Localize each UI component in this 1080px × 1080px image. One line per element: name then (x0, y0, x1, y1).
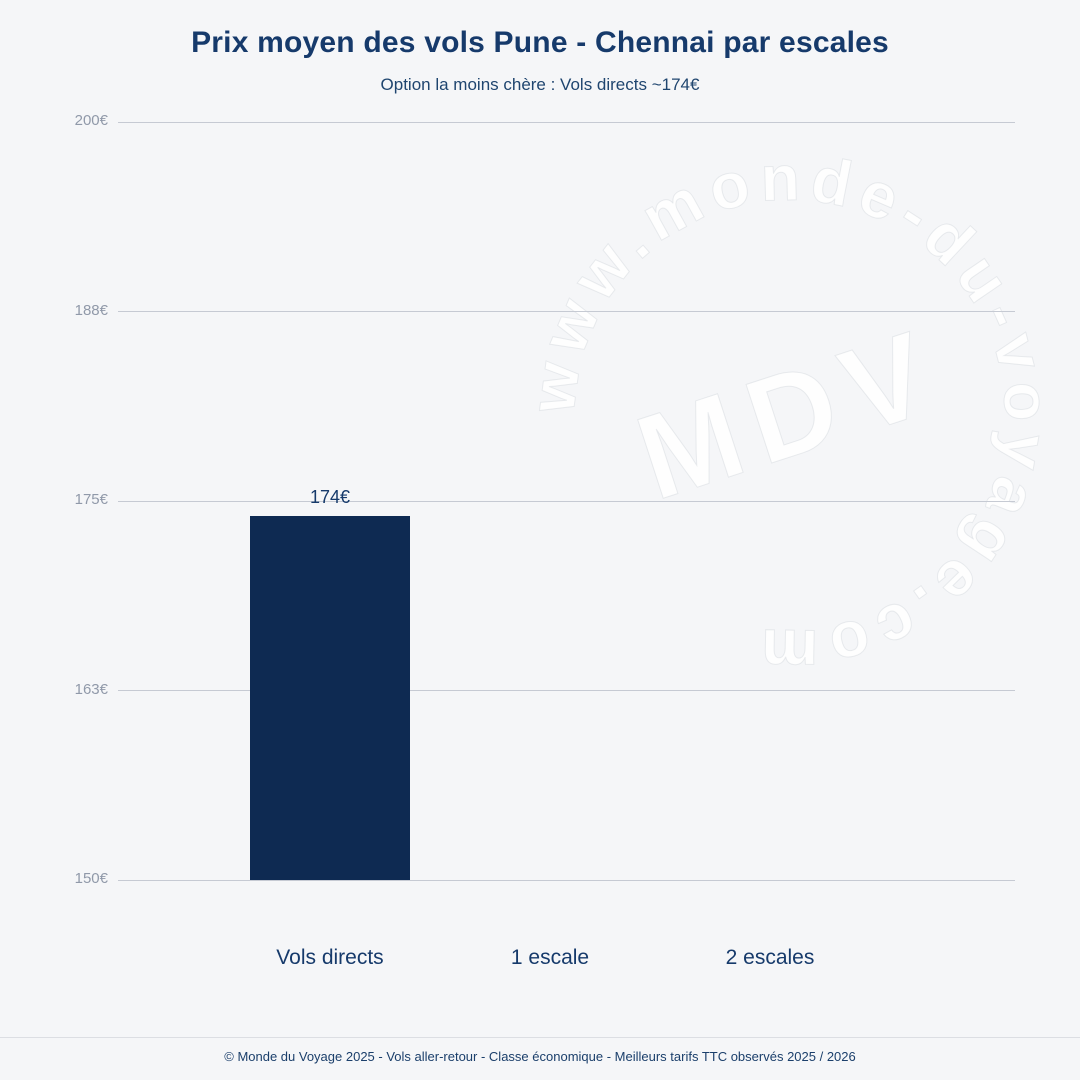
chart-title: Prix moyen des vols Pune - Chennai par e… (191, 26, 889, 59)
footer-divider (0, 1037, 1080, 1038)
chart-subtitle: Option la moins chère : Vols directs ~17… (380, 75, 700, 94)
plot-area: 174€ (118, 121, 1015, 881)
gridline (118, 879, 1015, 881)
gridline (118, 311, 1015, 312)
y-axis-tick-label: 163€ (74, 680, 108, 698)
y-axis-tick-label: 200€ (74, 112, 108, 129)
x-axis-category-label: 1 escale (510, 946, 590, 969)
x-axis-category-label: Vols directs (276, 946, 384, 969)
bar-0[interactable] (250, 516, 410, 880)
y-axis-tick-label: 150€ (74, 870, 108, 887)
gridline (118, 500, 1015, 502)
gridline (118, 690, 1015, 691)
footer-attribution: © Monde du Voyage 2025 - Vols aller-reto… (224, 1049, 856, 1064)
bar-value-label: 174€ (309, 487, 351, 508)
x-axis-category-label: 2 escales (725, 946, 815, 969)
gridline (118, 121, 1015, 123)
y-axis-tick-label: 188€ (74, 301, 108, 319)
y-axis-tick-label: 175€ (74, 491, 108, 508)
